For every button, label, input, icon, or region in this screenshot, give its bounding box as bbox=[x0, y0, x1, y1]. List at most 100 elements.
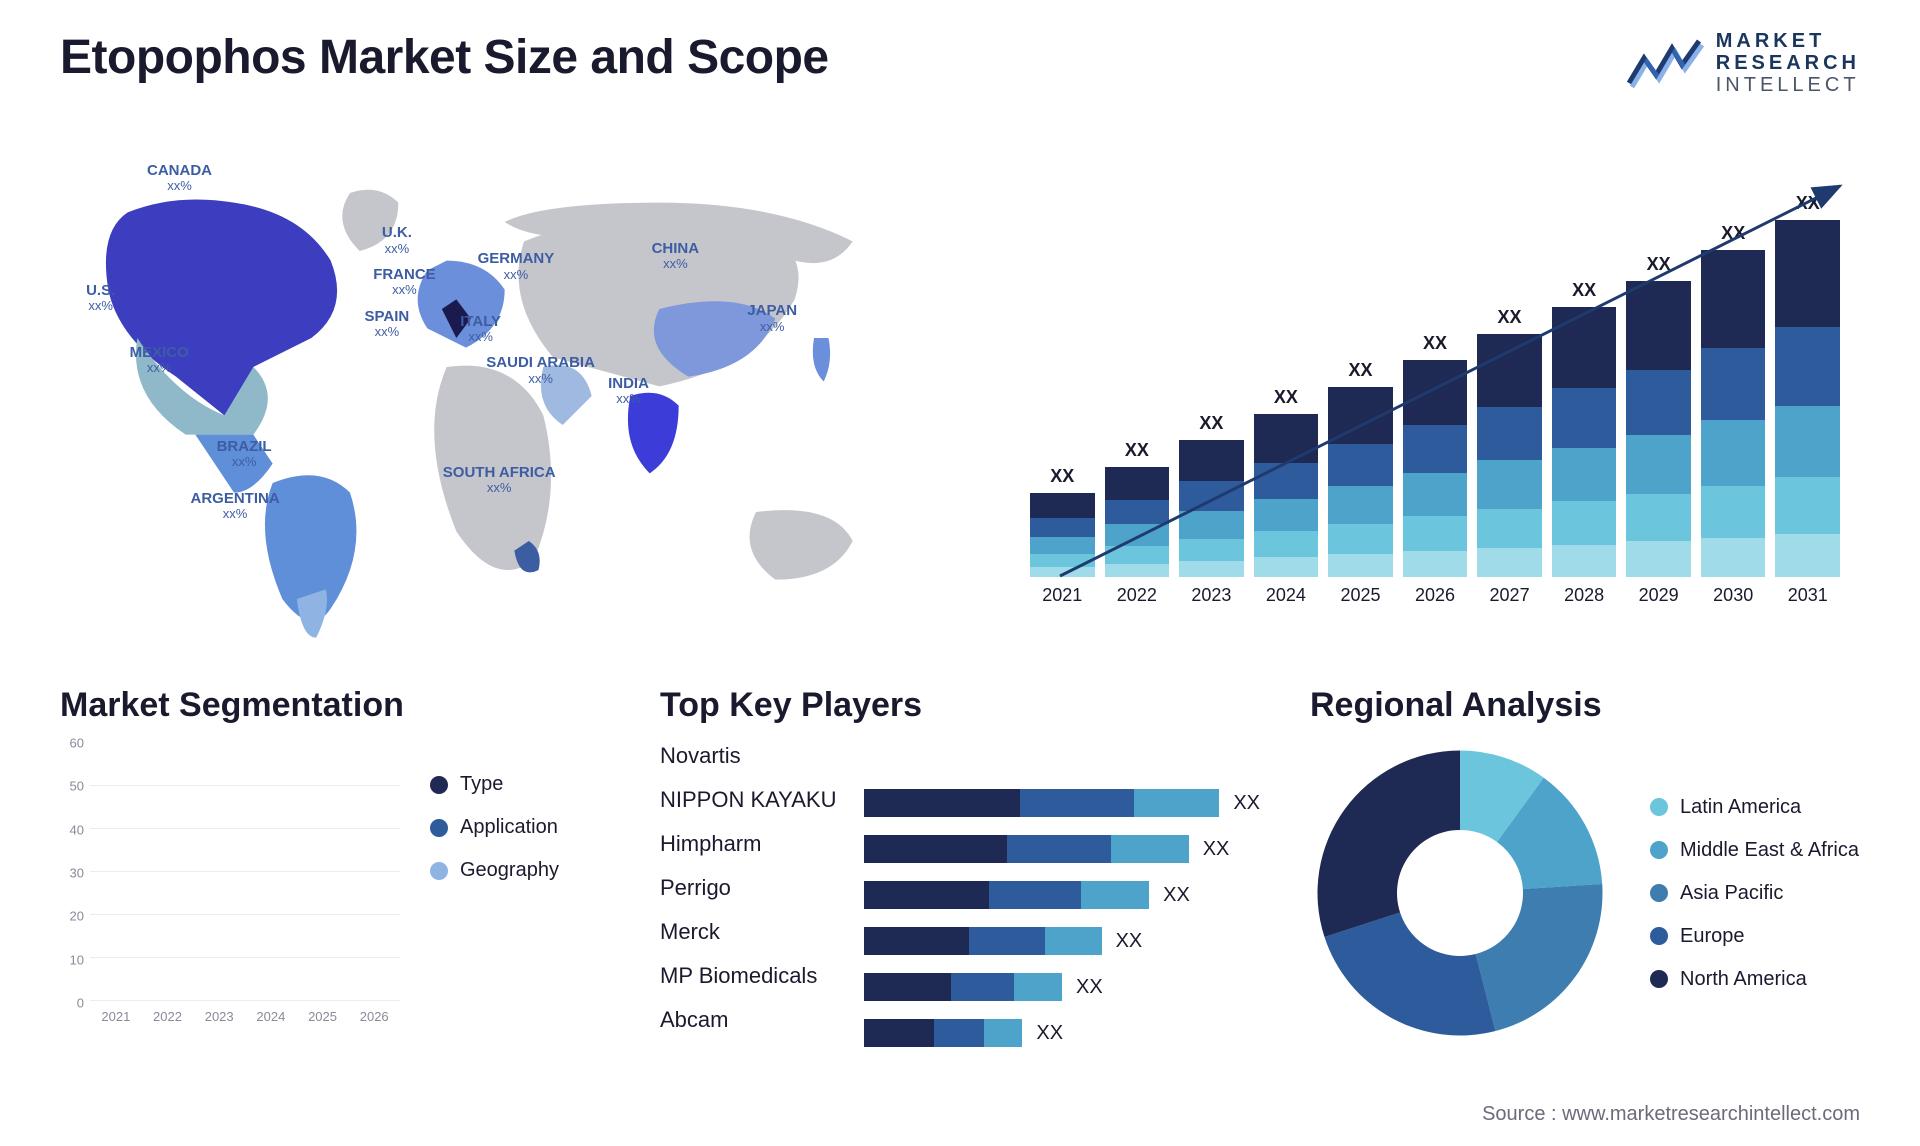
player-bar-segment bbox=[864, 835, 1007, 863]
growth-bar-segment bbox=[1105, 467, 1170, 500]
page-title: Etopophos Market Size and Scope bbox=[60, 30, 829, 85]
growth-bar-value: XX bbox=[1199, 413, 1223, 434]
growth-bar-segment bbox=[1701, 486, 1766, 538]
player-bar-segment bbox=[1045, 927, 1102, 955]
seg-xtick: 2023 bbox=[199, 1009, 239, 1043]
player-value: XX bbox=[1116, 930, 1143, 953]
legend-label: Europe bbox=[1680, 925, 1745, 948]
player-bar-segment bbox=[1134, 789, 1219, 817]
growth-bar-segment bbox=[1030, 518, 1095, 536]
seg-ytick: 20 bbox=[70, 909, 84, 924]
growth-bar-value: XX bbox=[1125, 440, 1149, 461]
growth-bar-segment bbox=[1775, 534, 1840, 577]
player-bar-row: XX bbox=[864, 789, 1260, 817]
growth-bar-segment bbox=[1403, 551, 1468, 577]
legend-swatch bbox=[1650, 841, 1668, 859]
regional-legend: Latin AmericaMiddle East & AfricaAsia Pa… bbox=[1650, 796, 1859, 991]
growth-bar-value: XX bbox=[1423, 333, 1447, 354]
player-name: Perrigo bbox=[660, 875, 840, 901]
player-bar-segment bbox=[1081, 881, 1149, 909]
brand-logo-icon bbox=[1624, 33, 1704, 93]
growth-bar-segment bbox=[1030, 537, 1095, 554]
player-bar-segment bbox=[1007, 835, 1111, 863]
growth-bar-segment bbox=[1328, 486, 1393, 524]
growth-year-label: 2025 bbox=[1340, 585, 1380, 606]
growth-bar-segment bbox=[1552, 448, 1617, 502]
player-value: XX bbox=[1203, 838, 1230, 861]
growth-bar-2024: XX2024 bbox=[1254, 387, 1319, 606]
player-name: Merck bbox=[660, 919, 840, 945]
regional-donut-chart bbox=[1310, 743, 1610, 1043]
legend-swatch bbox=[1650, 970, 1668, 988]
player-bar-segment bbox=[1111, 835, 1189, 863]
growth-bar-2023: XX2023 bbox=[1179, 413, 1244, 606]
player-bar-segment bbox=[864, 881, 989, 909]
player-bar-segment bbox=[864, 927, 969, 955]
player-bar-segment bbox=[951, 973, 1014, 1001]
growth-bar-value: XX bbox=[1050, 466, 1074, 487]
growth-bar-segment bbox=[1552, 501, 1617, 544]
player-bar-segment bbox=[984, 1019, 1022, 1047]
growth-bar-segment bbox=[1477, 548, 1542, 577]
growth-bar-2021: XX2021 bbox=[1030, 466, 1095, 606]
legend-label: Type bbox=[460, 773, 503, 796]
growth-bar-value: XX bbox=[1721, 223, 1745, 244]
growth-bar-2030: XX2030 bbox=[1701, 223, 1766, 606]
growth-bar-segment bbox=[1626, 435, 1691, 494]
player-value: XX bbox=[1076, 976, 1103, 999]
growth-bar-2027: XX2027 bbox=[1477, 307, 1542, 606]
growth-bar-segment bbox=[1701, 348, 1766, 420]
country-label-canada: CANADAxx% bbox=[147, 162, 212, 194]
player-bar-segment bbox=[969, 927, 1045, 955]
player-name: Himpharm bbox=[660, 831, 840, 857]
source-attribution: Source : www.marketresearchintellect.com bbox=[1482, 1103, 1860, 1126]
player-bar-row: XX bbox=[864, 835, 1260, 863]
growth-bar-segment bbox=[1477, 509, 1542, 548]
growth-bar-segment bbox=[1030, 493, 1095, 518]
regional-legend-item: Asia Pacific bbox=[1650, 882, 1859, 905]
seg-ytick: 40 bbox=[70, 822, 84, 837]
growth-bar-segment bbox=[1254, 531, 1319, 557]
growth-year-label: 2028 bbox=[1564, 585, 1604, 606]
growth-bar-segment bbox=[1179, 561, 1244, 577]
player-bar-segment bbox=[934, 1019, 985, 1047]
growth-bar-segment bbox=[1626, 281, 1691, 370]
regional-legend-item: Latin America bbox=[1650, 796, 1859, 819]
legend-swatch bbox=[430, 819, 448, 837]
growth-bar-2031: XX2031 bbox=[1775, 193, 1840, 606]
growth-bar-segment bbox=[1179, 539, 1244, 561]
growth-bar-segment bbox=[1403, 425, 1468, 473]
growth-bar-segment bbox=[1105, 500, 1170, 524]
growth-bar-value: XX bbox=[1796, 193, 1820, 214]
growth-bar-2022: XX2022 bbox=[1105, 440, 1170, 606]
regional-panel: Regional Analysis Latin AmericaMiddle Ea… bbox=[1310, 686, 1860, 1047]
growth-bar-segment bbox=[1552, 545, 1617, 577]
player-value: XX bbox=[1036, 1022, 1063, 1045]
player-bar-segment bbox=[989, 881, 1080, 909]
legend-label: Asia Pacific bbox=[1680, 882, 1783, 905]
country-label-india: INDIAxx% bbox=[608, 375, 649, 407]
growth-bar-segment bbox=[1477, 460, 1542, 509]
seg-ytick: 60 bbox=[70, 736, 84, 751]
growth-bar-segment bbox=[1701, 538, 1766, 577]
player-bar-segment bbox=[864, 973, 951, 1001]
country-label-brazil: BRAZILxx% bbox=[217, 438, 272, 470]
growth-bar-value: XX bbox=[1572, 280, 1596, 301]
country-label-japan: JAPANxx% bbox=[747, 302, 797, 334]
country-label-saudiarabia: SAUDI ARABIAxx% bbox=[486, 354, 595, 386]
growth-bar-segment bbox=[1254, 557, 1319, 577]
growth-bar-segment bbox=[1701, 420, 1766, 485]
growth-bar-segment bbox=[1254, 414, 1319, 463]
brand-line-1: MARKET bbox=[1716, 30, 1860, 52]
growth-bar-segment bbox=[1105, 546, 1170, 564]
segmentation-heading: Market Segmentation bbox=[60, 686, 610, 725]
growth-year-label: 2024 bbox=[1266, 585, 1306, 606]
donut-slice-asia-pacific bbox=[1476, 884, 1603, 1031]
growth-bar-segment bbox=[1775, 477, 1840, 534]
regional-legend-item: North America bbox=[1650, 968, 1859, 991]
growth-bar-segment bbox=[1552, 307, 1617, 388]
country-label-germany: GERMANYxx% bbox=[478, 250, 555, 282]
growth-bar-value: XX bbox=[1348, 360, 1372, 381]
player-name: MP Biomedicals bbox=[660, 963, 840, 989]
growth-bar-segment bbox=[1105, 564, 1170, 577]
